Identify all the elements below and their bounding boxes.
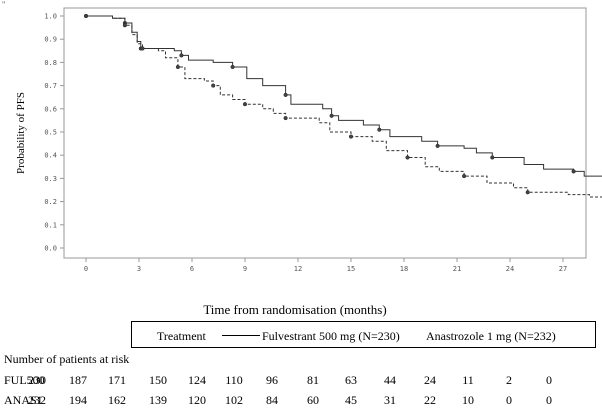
legend-item-anastrozole: Anastrozole 1 mg (N=232) (426, 329, 556, 343)
y-tick-label: 1.0 (44, 13, 57, 21)
y-axis-label: Probability of PFS (15, 92, 27, 174)
y-tick-label: 0.3 (44, 175, 57, 183)
risk-count: 102 (225, 393, 243, 407)
censor-marker (211, 83, 216, 88)
risk-count: 63 (345, 373, 357, 387)
censor-marker (283, 92, 288, 97)
x-tick-label: 18 (400, 265, 408, 273)
y-tick-label: 0.5 (44, 129, 57, 137)
risk-count: 0 (546, 393, 552, 407)
risk-count: 150 (149, 373, 167, 387)
censor-marker (242, 102, 248, 107)
risk-row-label: ANAS1 (4, 393, 43, 407)
y-tick-label: 0.8 (44, 59, 57, 67)
y-tick-label: 0.7 (44, 82, 57, 90)
risk-count: 11 (462, 373, 474, 387)
legend-item-fulvestrant: Fulvestrant 500 mg (N=230) (262, 329, 400, 343)
risk-count: 162 (108, 393, 126, 407)
risk-count: 0 (546, 373, 552, 387)
risk-count: 110 (225, 373, 243, 387)
risk-row-ful500: FUL500 230 187 171 150 124 110 96 81 63 44 24 11 2 0 (0, 373, 602, 389)
risk-count: 120 (188, 393, 206, 407)
censor-marker (179, 53, 184, 58)
risk-count: 31 (384, 393, 396, 407)
risk-count: 2 (506, 373, 512, 387)
series-line-anastrozole (86, 15, 602, 198)
censor-marker (377, 127, 382, 132)
plot-frame (63, 7, 587, 259)
x-tick-label: 21 (453, 265, 461, 273)
corner-mark: " (2, 0, 5, 9)
legend-title: Treatment (157, 329, 206, 343)
km-chart: " 0.0 0.1 0.2 0.3 0.4 0.5 0.6 0.7 0.8 0.9 1.0 0 3 6 9… (2, 0, 602, 317)
series-line-fulvestrant (86, 15, 602, 177)
risk-count: 45 (345, 393, 357, 407)
risk-count: 81 (307, 373, 319, 387)
x-tick-label: 3 (137, 265, 141, 273)
censor-marker (140, 46, 145, 51)
y-tick-label: 0.1 (44, 221, 57, 229)
risk-table-title: Number of patients at risk (4, 352, 130, 366)
legend-box: Treatment Fulvestrant 500 mg (N=230) Ana… (131, 321, 596, 348)
y-axis-ticks: 0.0 0.1 0.2 0.3 0.4 0.5 0.6 0.7 0.8 0.9 1.0 (44, 13, 64, 253)
y-tick-label: 0.2 (44, 198, 57, 206)
risk-count: 0 (506, 393, 512, 407)
x-tick-label: 6 (190, 265, 194, 273)
risk-row-anas1: ANAS1 232 194 162 139 120 102 84 60 45 31 22 10 0 0 (0, 393, 602, 409)
risk-count: 60 (307, 393, 319, 407)
x-axis-label: Time from randomisation (months) (203, 302, 386, 317)
risk-count: 232 (28, 393, 46, 407)
risk-count: 171 (108, 373, 126, 387)
risk-count: 22 (424, 393, 436, 407)
y-tick-label: 0.6 (44, 105, 57, 113)
risk-row-label: FUL500 (4, 373, 45, 387)
censor-marker (348, 134, 354, 139)
x-tick-label: 0 (84, 265, 88, 273)
risk-count: 230 (28, 373, 46, 387)
x-tick-label: 24 (506, 265, 514, 273)
x-axis-ticks: 036912151821242730333639 (84, 258, 567, 273)
risk-count: 96 (266, 373, 278, 387)
censor-marker (525, 190, 530, 195)
censor-marker (490, 155, 495, 160)
censor-marker (462, 174, 467, 179)
x-tick-label: 9 (243, 265, 247, 273)
x-tick-label: 15 (347, 265, 355, 273)
risk-count: 10 (462, 393, 474, 407)
y-tick-label: 0.9 (44, 36, 57, 44)
risk-count: 139 (149, 393, 167, 407)
censor-marker (435, 143, 440, 148)
censor-marker (571, 169, 576, 174)
risk-count: 44 (384, 373, 396, 387)
x-tick-label: 12 (294, 265, 302, 273)
censor-marker (405, 155, 410, 160)
risk-count: 187 (69, 373, 87, 387)
y-tick-label: 0.0 (44, 245, 57, 253)
censor-marker (175, 64, 180, 70)
censor-marker (83, 13, 89, 19)
censor-marker (230, 64, 235, 70)
y-tick-label: 0.4 (44, 152, 57, 160)
censor-marker (283, 116, 288, 121)
censor-marker (329, 113, 334, 118)
legend-solid-line (222, 335, 260, 336)
x-tick-label: 27 (559, 265, 567, 273)
survival-curves (83, 13, 602, 198)
risk-count: 194 (69, 393, 87, 407)
risk-count: 124 (188, 373, 206, 387)
risk-count: 84 (266, 393, 278, 407)
risk-count: 24 (424, 373, 436, 387)
censor-marker (122, 23, 127, 28)
